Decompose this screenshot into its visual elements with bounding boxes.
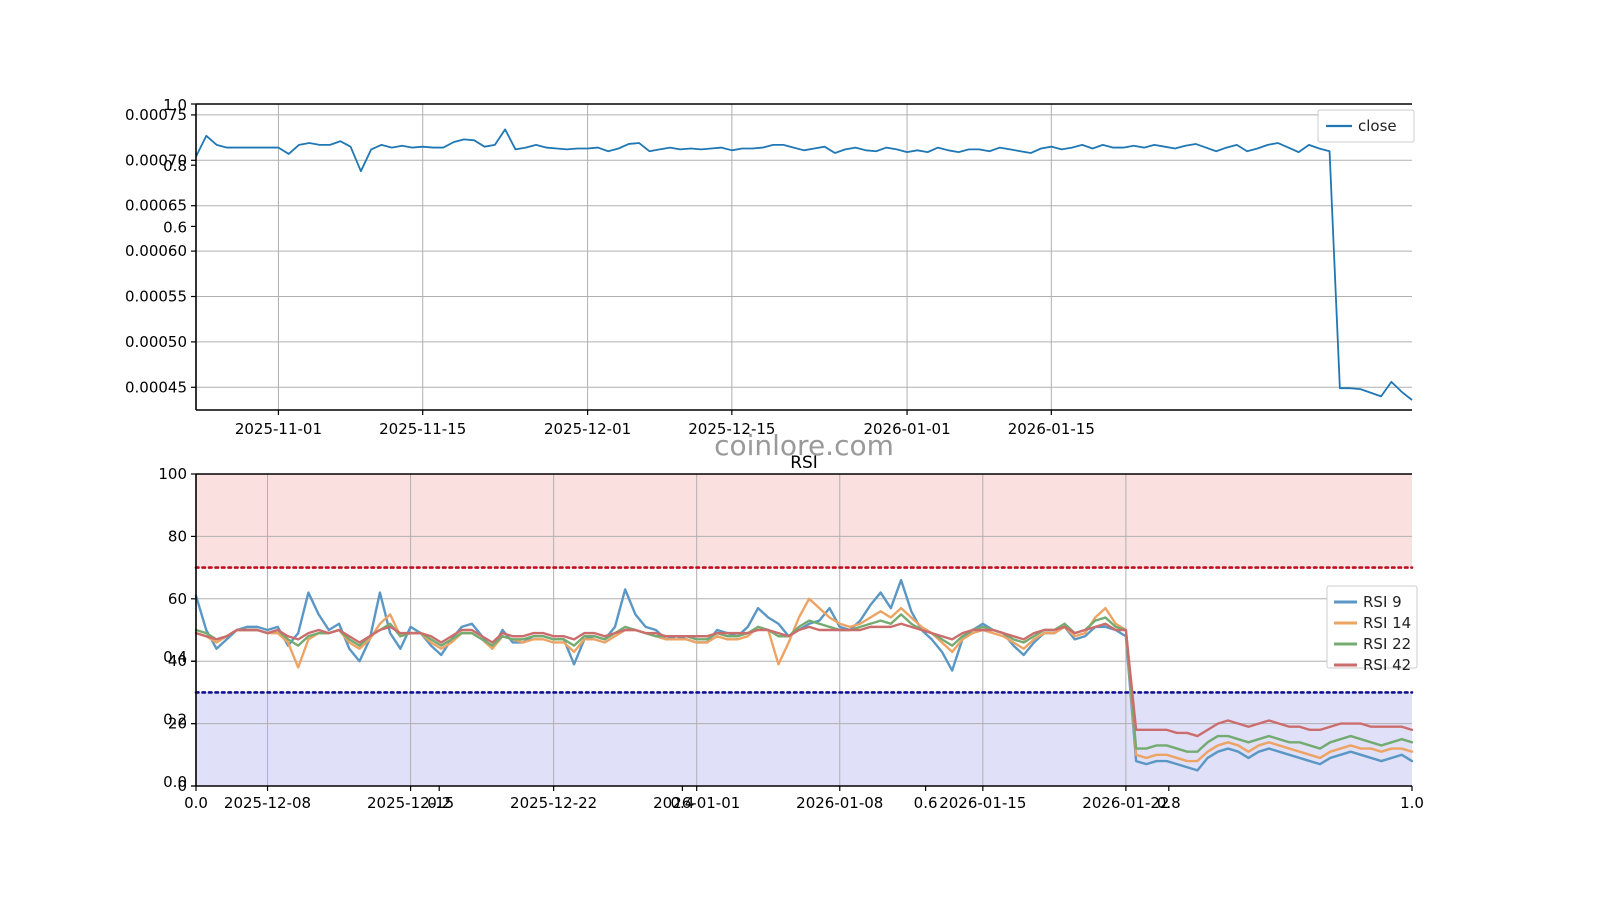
price-ytick-label-secondary: 0.6 xyxy=(163,218,187,236)
rsi-panel: 0 20 40 60 80 100 0.0 0.2 0.4 2025-12-08 2025-12-1… xyxy=(158,453,1424,812)
rsi-legend-label-rsi-42: RSI 42 xyxy=(1363,656,1411,674)
rsi-xtick-label: 2025-12-15 xyxy=(367,794,454,812)
close-price-line xyxy=(195,128,1413,401)
price-legend-box[interactable] xyxy=(1317,109,1415,143)
rsi-xtick-label-secondary: 0.8 xyxy=(1157,794,1181,812)
rsi-ytick-label: 0 xyxy=(177,777,187,795)
rsi-ytick-label: 60 xyxy=(168,590,187,608)
price-ytick-label: 0.00070 xyxy=(125,151,187,169)
rsi-xtick-label: 2025-12-08 xyxy=(224,794,311,812)
rsi-ytick-label: 40 xyxy=(168,652,187,670)
rsi-xtick-label: 2026-01-22 xyxy=(1082,794,1169,812)
price-xtick-label: 2026-01-15 xyxy=(1008,420,1095,438)
rsi-xtick-label-secondary: 1.0 xyxy=(1400,794,1424,812)
rsi-xtick-label: 2026-01-08 xyxy=(796,794,883,812)
rsi-ytick-label-secondary: 0.2 xyxy=(163,711,187,729)
price-xtick-label: 2026-01-01 xyxy=(863,420,950,438)
rsi-legend-label-rsi-14: RSI 14 xyxy=(1363,614,1411,632)
price-ytick-label: 0.00045 xyxy=(125,378,187,396)
watermark: coinlore.com xyxy=(714,429,894,462)
rsi-line-rsi-22 xyxy=(194,613,1414,753)
rsi-xtick-label: 2025-12-22 xyxy=(510,794,597,812)
rsi-xtick-label: 2026-01-01 xyxy=(653,794,740,812)
price-ytick-label: 0.00065 xyxy=(125,197,187,215)
rsi-oversold-band xyxy=(196,692,1412,786)
price-panel: 0.00075 0.00070 0.00065 0.00060 0.00055 0.000… xyxy=(125,96,1415,438)
rsi-ytick-label: 80 xyxy=(168,527,187,545)
price-ytick-label-secondary: 0.8 xyxy=(163,157,187,175)
price-legend-label-close: close xyxy=(1358,117,1397,135)
rsi-title: RSI xyxy=(790,453,818,473)
rsi-line-rsi-42 xyxy=(194,622,1414,738)
rsi-xtick-label: 2026-01-15 xyxy=(939,794,1026,812)
rsi-ytick-label: 100 xyxy=(158,465,187,483)
rsi-legend-box[interactable] xyxy=(1326,585,1418,669)
price-ytick-label: 0.00055 xyxy=(125,287,187,305)
price-xtick-label: 2025-12-15 xyxy=(688,420,775,438)
rsi-ytick-label: 20 xyxy=(168,715,187,733)
rsi-xtick-label-secondary: 0.0 xyxy=(184,794,208,812)
rsi-xtick-label-secondary: 0.6 xyxy=(914,794,938,812)
price-xtick-label: 2025-11-15 xyxy=(379,420,466,438)
rsi-ytick-label-secondary: 0.4 xyxy=(163,648,187,666)
rsi-line-rsi-9 xyxy=(194,578,1414,772)
price-ytick-label-secondary: 1.0 xyxy=(163,96,187,114)
rsi-overbought-band xyxy=(196,474,1412,568)
rsi-legend-label-rsi-9: RSI 9 xyxy=(1363,593,1402,611)
rsi-ytick-label-secondary: 0.0 xyxy=(163,773,187,791)
rsi-legend-label-rsi-22: RSI 22 xyxy=(1363,635,1411,653)
price-xtick-label: 2025-12-01 xyxy=(544,420,631,438)
rsi-xtick-label-secondary: 0.4 xyxy=(670,794,694,812)
rsi-xtick-label-secondary: 0.2 xyxy=(427,794,451,812)
price-ytick-label: 0.00075 xyxy=(125,106,187,124)
price-ytick-label: 0.00060 xyxy=(125,242,187,260)
price-ytick-label: 0.00050 xyxy=(125,333,187,351)
price-xtick-label: 2025-11-01 xyxy=(235,420,322,438)
